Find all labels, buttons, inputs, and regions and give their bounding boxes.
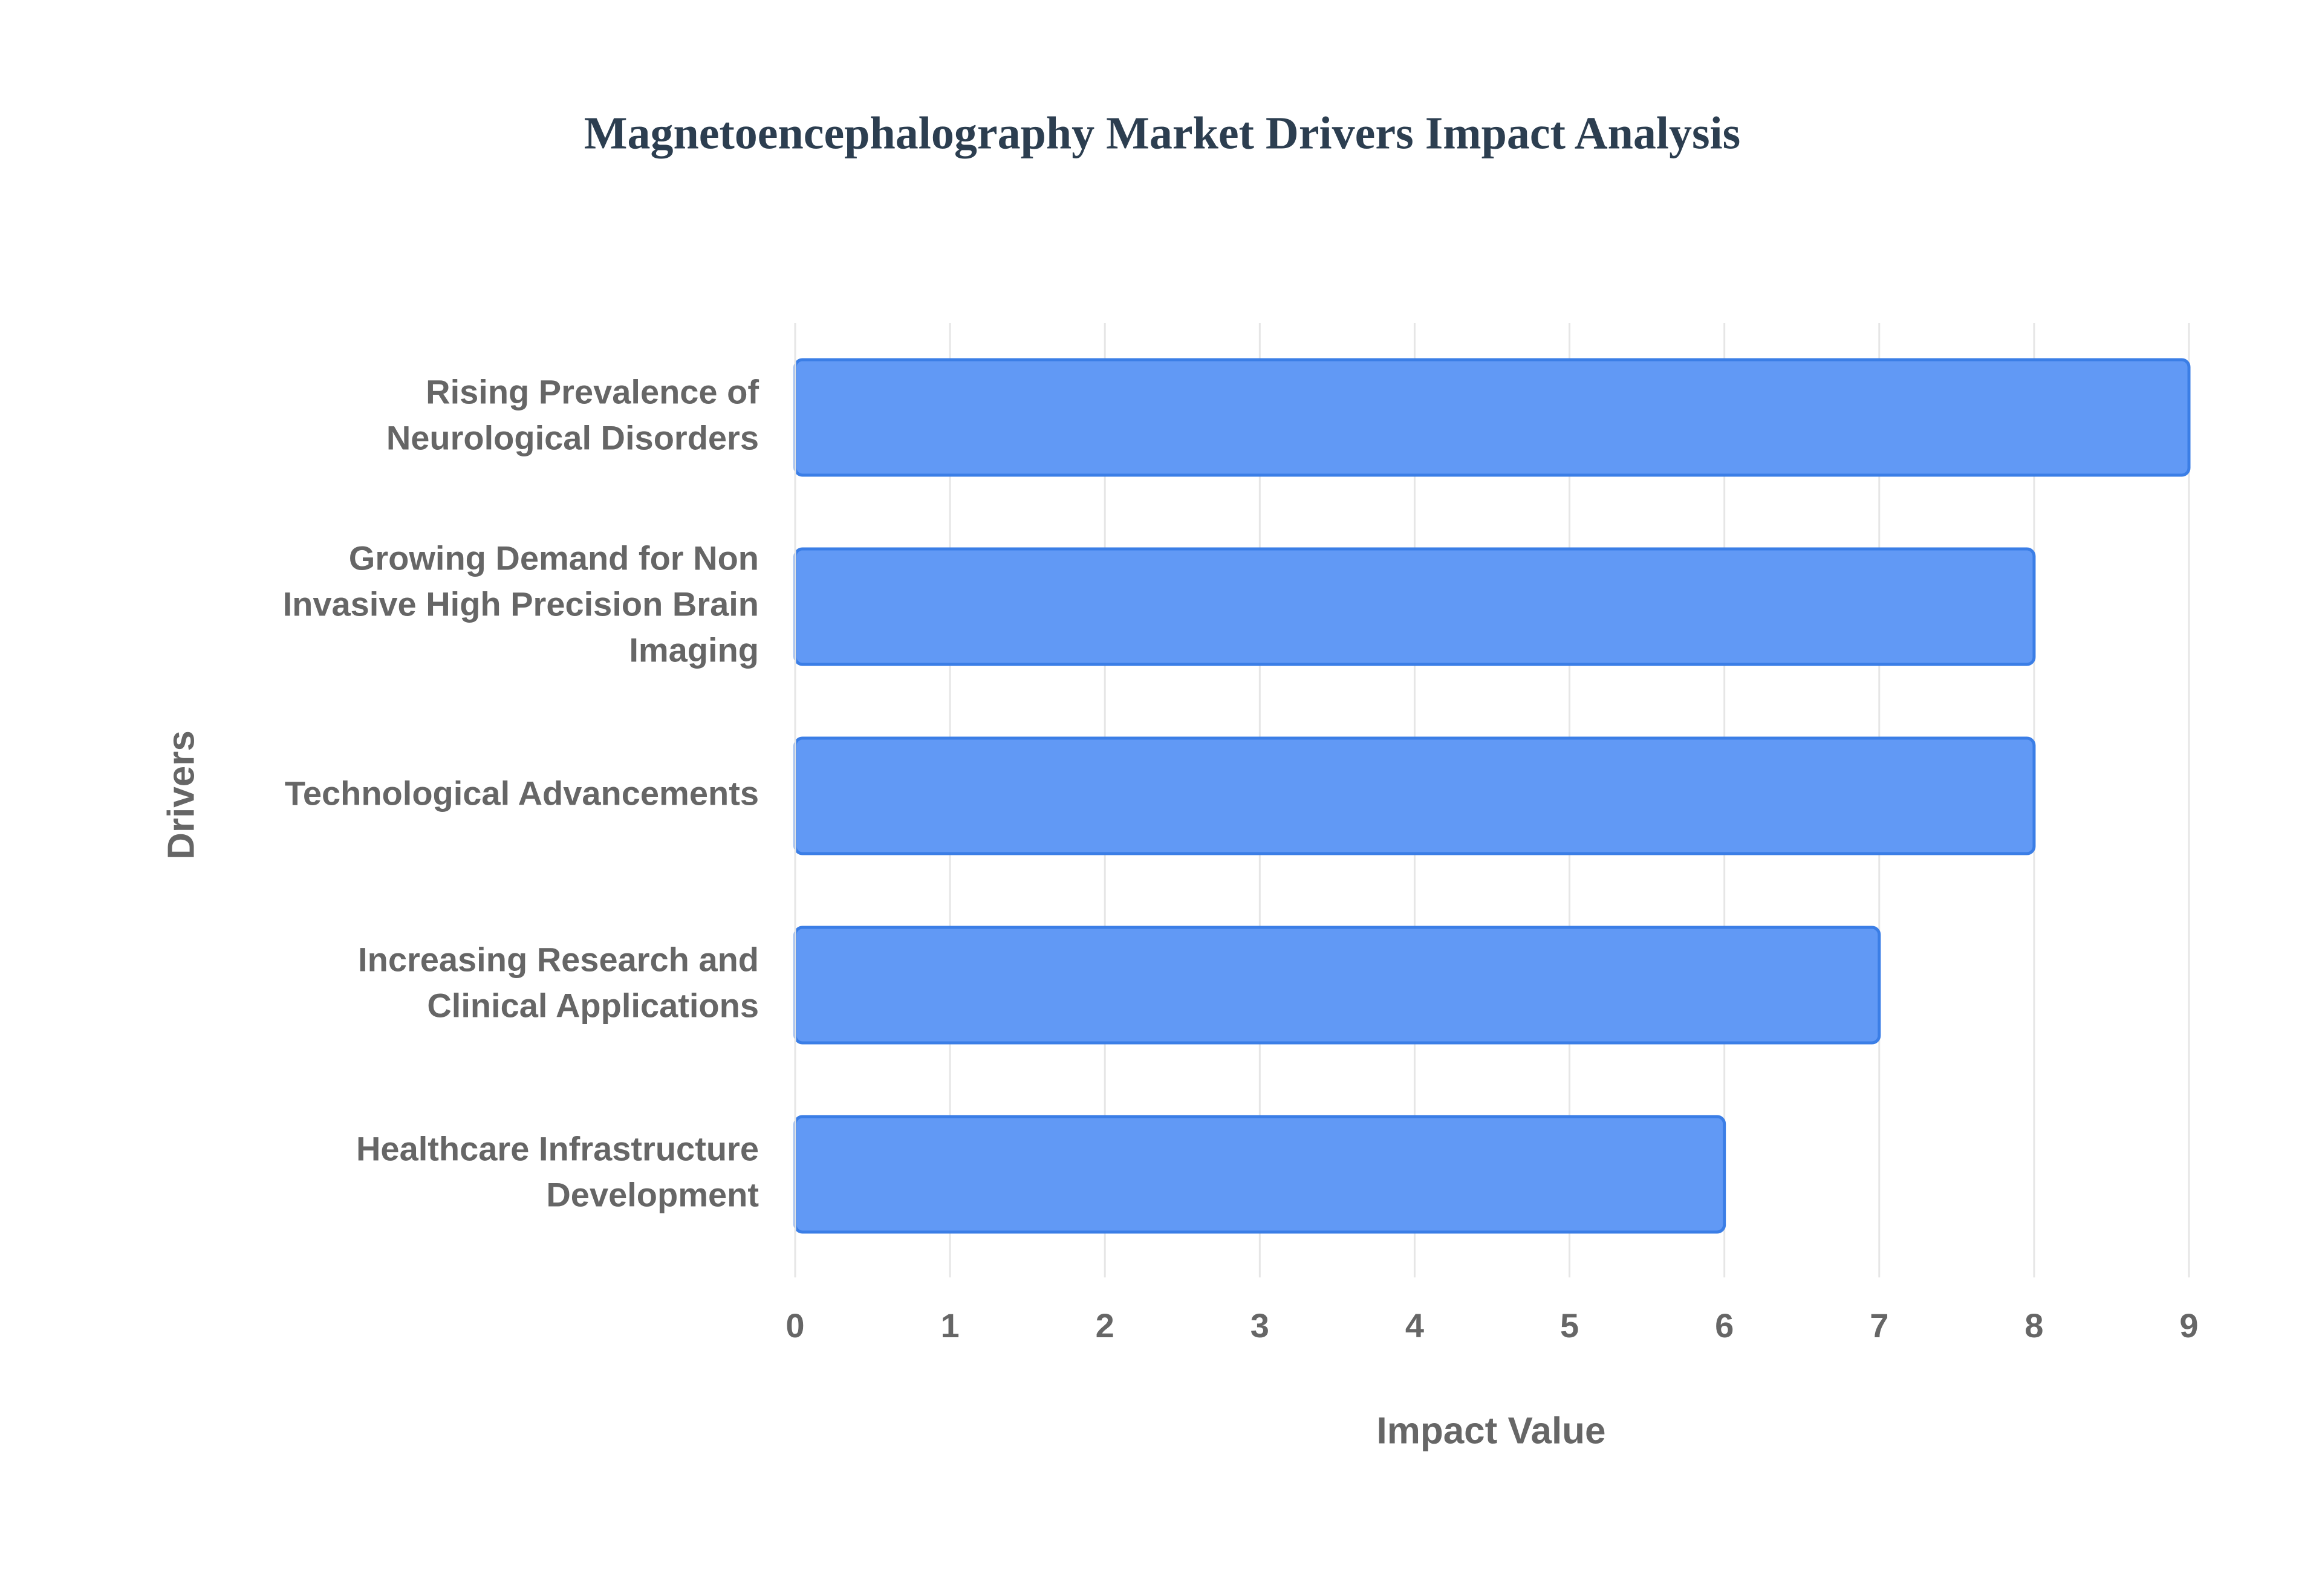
x-tick-label: 5 [1560,1306,1579,1345]
x-tick-label: 4 [1405,1306,1424,1345]
bar [793,736,2036,855]
y-tick-label: Increasing Research and Clinical Applicat… [358,940,759,1024]
x-tick-label: 6 [1715,1306,1734,1345]
x-tick-label: 9 [2179,1306,2198,1345]
x-tick-label: 8 [2024,1306,2043,1345]
y-tick-label: Rising Prevalence of Neurological Disorde… [386,372,759,456]
y-tick-label: Technological Advancements [285,774,759,812]
x-tick-label: 3 [1250,1306,1269,1345]
chart-title: Magnetoencephalography Market Drivers Im… [584,108,1741,158]
x-axis-title: Impact Value [1376,1410,1605,1452]
bar [793,358,2191,477]
y-tick-label: Healthcare Infrastructure Development [356,1129,759,1213]
bar [793,1115,1726,1234]
y-tick-label: Growing Demand for Non Invasive High Prec… [283,539,759,669]
x-tick-label: 7 [1870,1306,1888,1345]
y-axis-title: Drivers [160,730,202,860]
x-tick-label: 2 [1096,1306,1114,1345]
x-tick-label: 0 [785,1306,804,1345]
bar [793,926,1881,1045]
x-tick-label: 1 [941,1306,960,1345]
bar [793,547,2036,666]
